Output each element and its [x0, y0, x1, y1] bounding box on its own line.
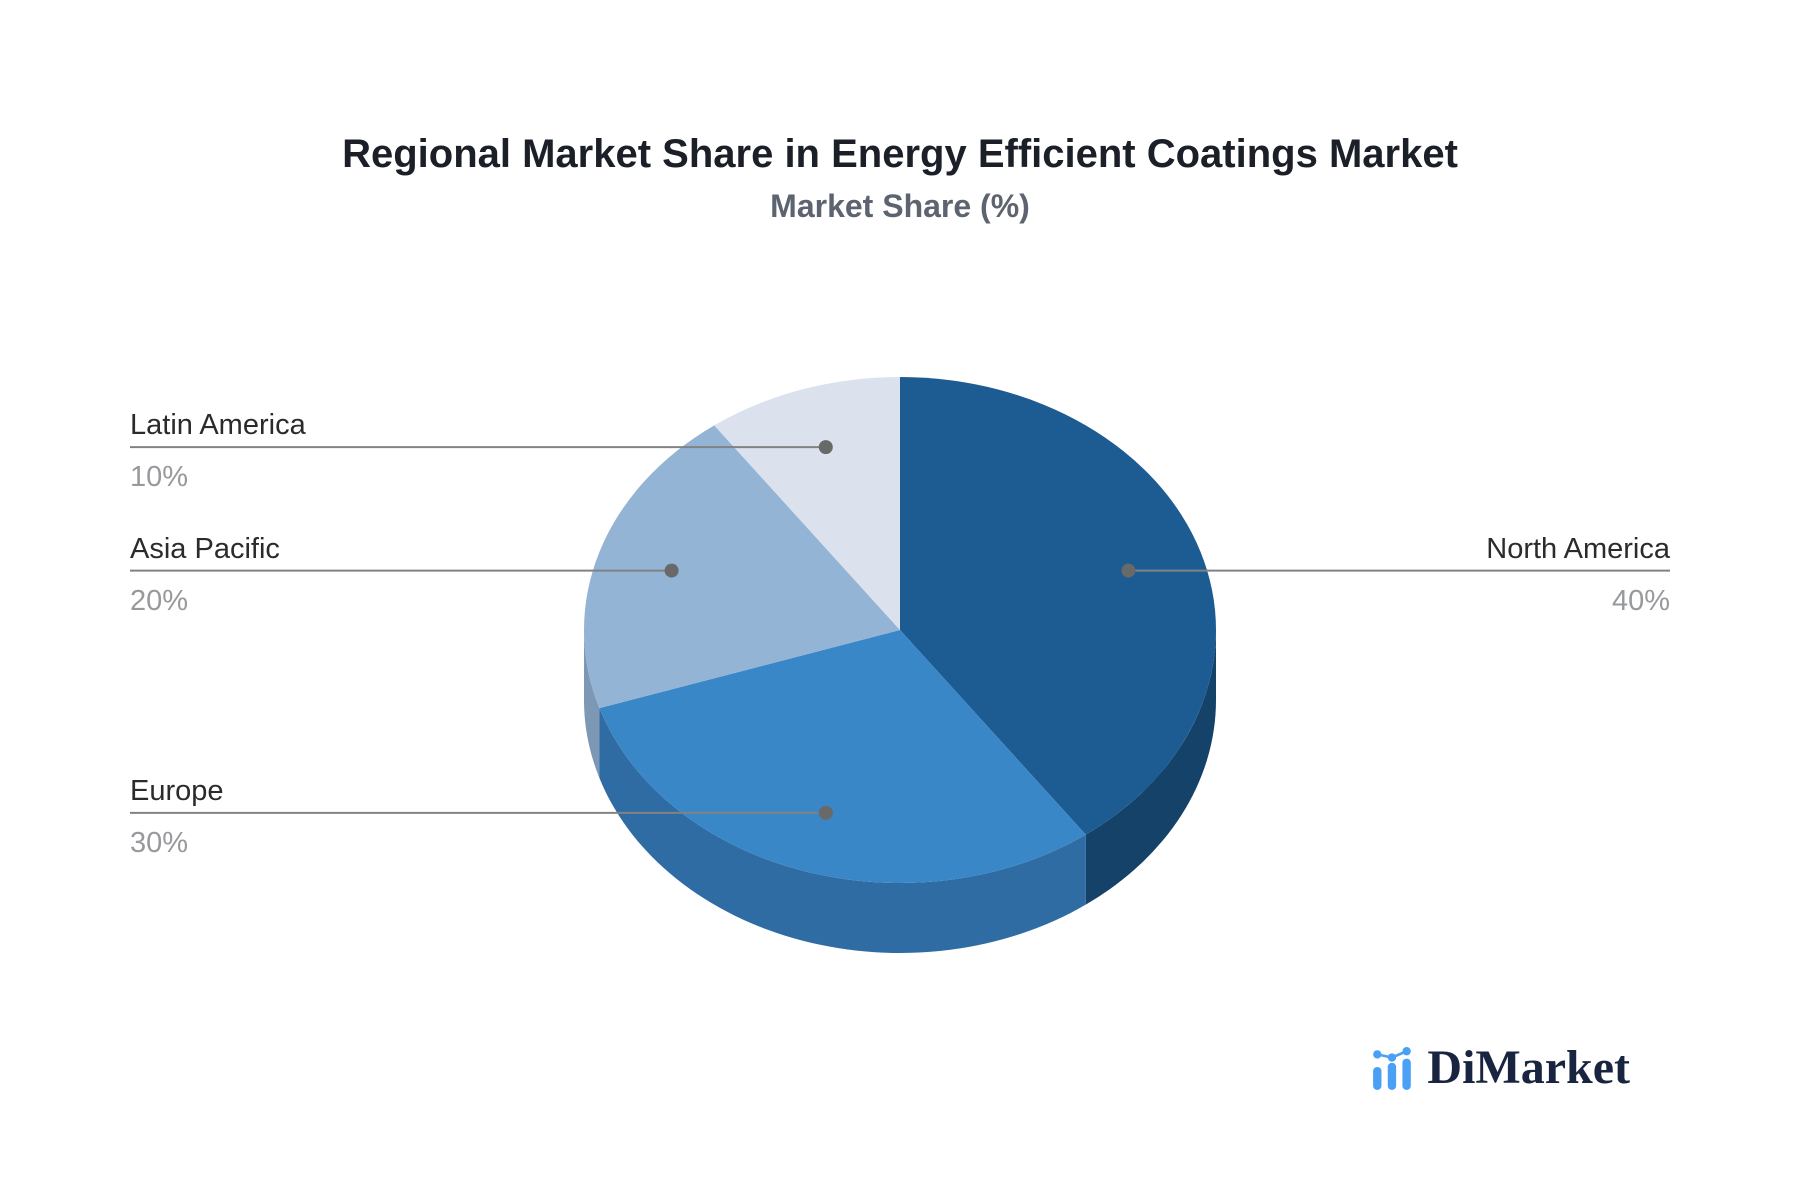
pie-slice-latin-america[interactable] [714, 377, 900, 630]
slice-value-latin-america: 10% [130, 461, 189, 494]
dimarket-logo-text: DiMarket [1427, 1041, 1630, 1094]
leader-dot-asia-pacific [664, 563, 679, 578]
slice-value-asia-pacific: 20% [130, 584, 189, 617]
pie-label-north-america: North America 40% [1486, 531, 1670, 619]
pie-slice-europe[interactable] [599, 630, 1086, 883]
slice-name-asia-pacific: Asia Pacific [130, 532, 280, 565]
pie-slice-side-north-america [1085, 630, 1216, 905]
chart-subtitle: Market Share (%) [770, 188, 1030, 224]
pie-slice-north-america[interactable] [900, 377, 1216, 835]
pie-label-latin-america: Latin America 10% [130, 407, 306, 495]
leader-dot-europe [818, 805, 833, 820]
slice-value-north-america: 40% [1611, 584, 1670, 617]
slice-name-latin-america: Latin America [130, 409, 306, 442]
slice-name-north-america: North America [1486, 532, 1670, 565]
leader-dot-north-america [1121, 563, 1136, 578]
pie-label-asia-pacific: Asia Pacific 20% [130, 531, 280, 619]
pie-slice-asia-pacific[interactable] [584, 425, 900, 709]
pie-slice-side-europe [599, 708, 1086, 953]
chart-title: Regional Market Share in Energy Efficien… [342, 132, 1458, 176]
leader-dot-latin-america [818, 440, 833, 455]
dimarket-logo: DiMarket [1371, 1042, 1630, 1094]
slice-name-europe: Europe [130, 774, 224, 807]
slice-value-europe: 30% [130, 826, 189, 859]
pie-slice-side-asia-pacific [584, 630, 600, 779]
bar-line-chart-icon [1373, 1047, 1412, 1090]
pie-label-europe: Europe 30% [130, 773, 224, 861]
